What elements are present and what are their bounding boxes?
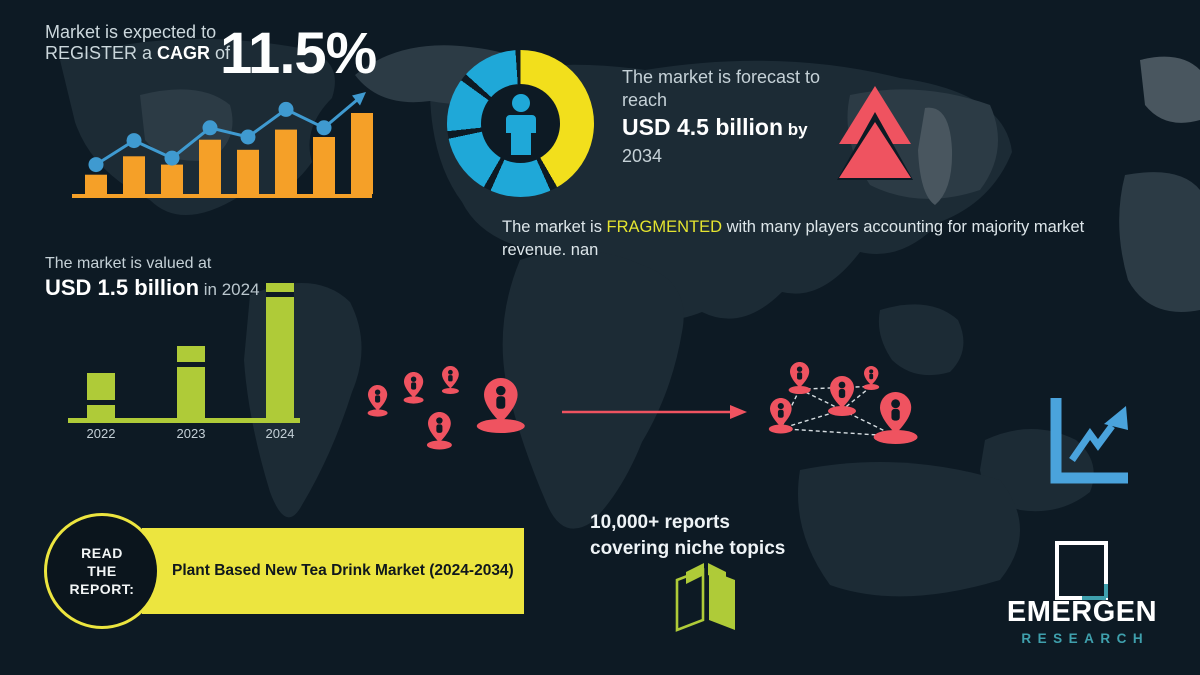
valuation-chart: 2022 2023 2024 bbox=[68, 283, 300, 441]
valuation-line1: The market is valued at bbox=[45, 255, 212, 272]
read-report-button[interactable]: READ THE REPORT: bbox=[44, 513, 160, 629]
reports-line2: covering niche topics bbox=[590, 538, 786, 559]
forecast-block: The market is forecast to reach USD 4.5 … bbox=[622, 66, 820, 168]
svg-text:2023: 2023 bbox=[177, 426, 206, 441]
cagr-headline: Market is expected to REGISTER a CAGR of bbox=[45, 22, 230, 64]
svg-text:2024: 2024 bbox=[266, 426, 295, 441]
reports-line1: 10,000+ reports bbox=[590, 512, 730, 533]
book-icon bbox=[675, 563, 735, 632]
forecast-value: USD 4.5 billion by bbox=[622, 114, 808, 140]
cagr-headline-line2: REGISTER a CAGR of bbox=[45, 43, 231, 63]
reports-note: 10,000+ reports covering niche topics bbox=[590, 510, 785, 562]
flow-arrow bbox=[562, 405, 747, 419]
forecast-year: 2034 bbox=[622, 146, 663, 166]
emergen-logo-subtitle: RESEARCH bbox=[1021, 631, 1150, 646]
read-report-banner[interactable]: Plant Based New Tea Drink Market (2024-2… bbox=[142, 528, 524, 614]
valuation-value: USD 1.5 billion in 2024 bbox=[45, 275, 260, 300]
donut-hole bbox=[481, 84, 560, 163]
double-up-arrow-icon bbox=[837, 86, 913, 180]
emergen-logo-icon bbox=[1055, 541, 1108, 600]
donut-chart bbox=[447, 50, 594, 197]
cagr-headline-line1: Market is expected to bbox=[45, 22, 217, 42]
valuation-block: The market is valued at USD 1.5 billion … bbox=[45, 254, 260, 304]
location-pins-cluster bbox=[367, 366, 525, 450]
report-title: Plant Based New Tea Drink Market (2024-2… bbox=[172, 562, 514, 579]
cagr-value: 11.5% bbox=[220, 21, 377, 86]
cagr-trend-chart bbox=[72, 92, 373, 198]
pin-network-cluster bbox=[768, 362, 918, 444]
fragmented-highlight: FRAGMENTED bbox=[606, 218, 723, 236]
emergen-logo-name: EMERGEN bbox=[1006, 596, 1158, 628]
forecast-line1: The market is forecast to bbox=[622, 67, 821, 87]
svg-text:2022: 2022 bbox=[87, 426, 116, 441]
forecast-line2: reach bbox=[622, 90, 668, 110]
person-icon bbox=[505, 93, 536, 155]
growth-chart-icon bbox=[1050, 398, 1128, 484]
fragmentation-text: The market is FRAGMENTED with many playe… bbox=[502, 218, 1085, 259]
